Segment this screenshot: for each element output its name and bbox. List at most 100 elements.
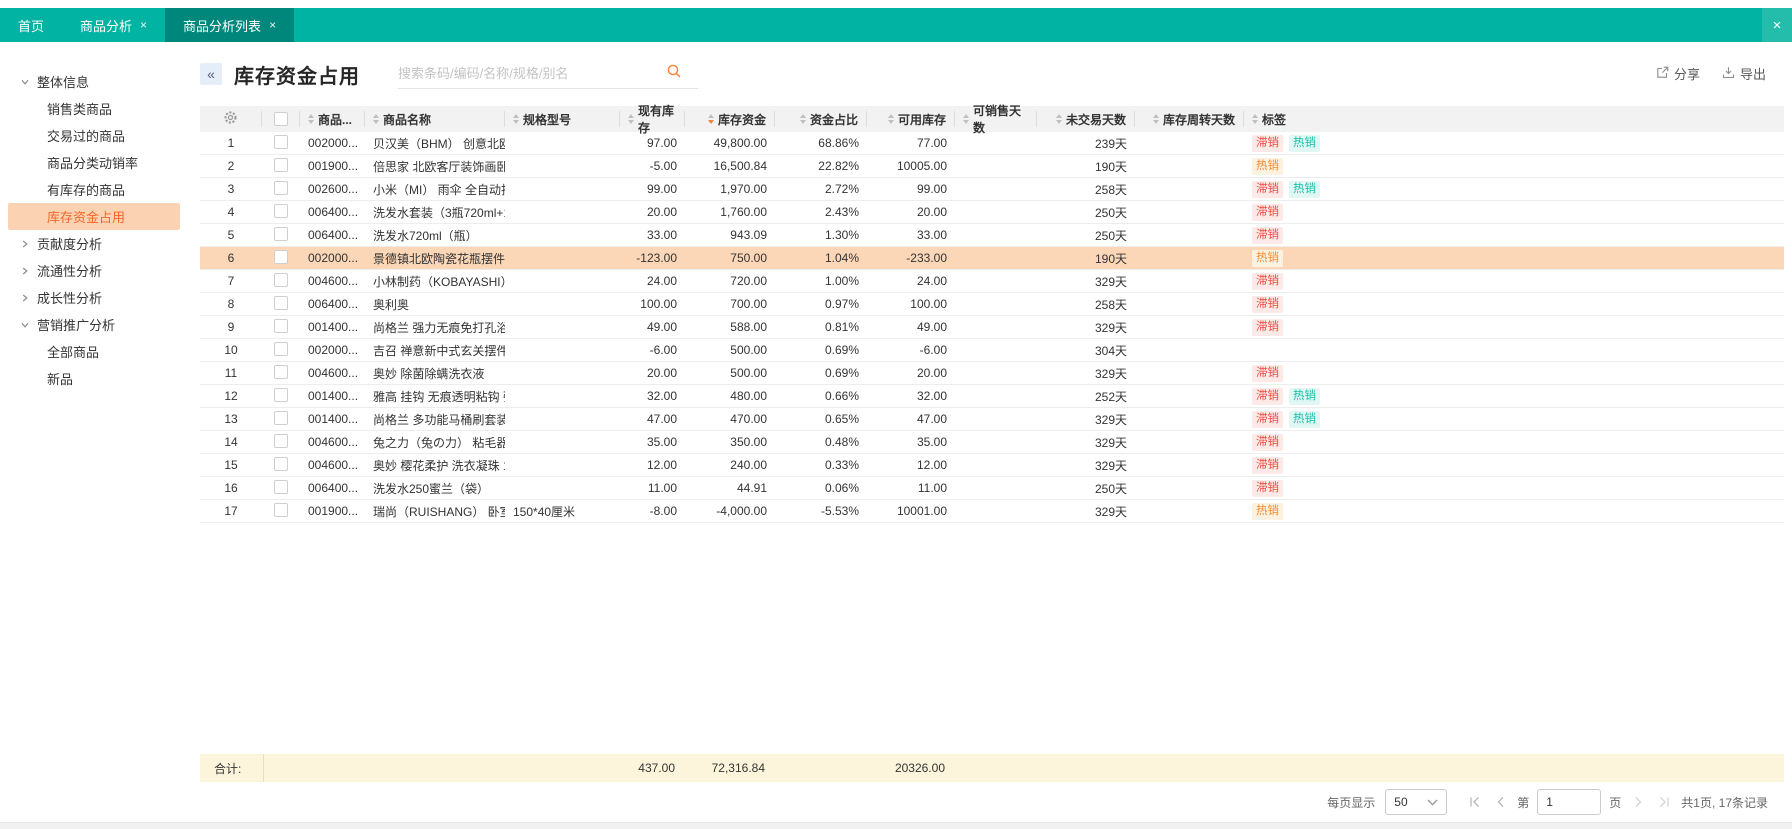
share-button[interactable]: 分享 [1656, 64, 1700, 83]
search-icon[interactable] [666, 63, 682, 84]
prev-page-icon[interactable] [1491, 796, 1509, 808]
column-header-code[interactable]: 商品... [300, 111, 365, 127]
tag-badge: 热销 [1289, 410, 1320, 428]
chevron-down-icon[interactable] [20, 320, 30, 330]
table-row[interactable]: 5 006400... 洗发水720ml（瓶） 33.00 943.09 1.30% 33.… [200, 224, 1784, 247]
sidebar-item[interactable]: 新品 [8, 365, 192, 392]
next-page-icon[interactable] [1629, 796, 1647, 808]
column-header-spec[interactable]: 规格型号 [505, 111, 620, 127]
row-checkbox[interactable] [274, 456, 288, 471]
sidebar-item[interactable]: 有库存的商品 [8, 176, 192, 203]
row-checkbox[interactable] [274, 134, 288, 149]
chevron-right-icon[interactable] [20, 293, 30, 303]
table-row[interactable]: 12 001400... 雅高 挂钩 无痕透明粘钩 强 32.00 480.00 0.66… [200, 385, 1784, 408]
sidebar-item[interactable]: 贡献度分析 [8, 230, 192, 257]
column-header-name[interactable]: 商品名称 [365, 111, 505, 127]
table-row[interactable]: 16 006400... 洗发水250蜜兰（袋） 11.00 44.91 0.06% 11.… [200, 477, 1784, 500]
stock-qty: 35.00 [646, 435, 677, 449]
sidebar-item[interactable]: 销售类商品 [8, 95, 192, 122]
row-checkbox[interactable] [274, 295, 288, 310]
sort-icon[interactable] [373, 114, 379, 124]
per-page-select[interactable]: 50 [1385, 789, 1448, 815]
row-checkbox[interactable] [274, 180, 288, 195]
sort-icon[interactable] [308, 114, 314, 124]
table-row[interactable]: 1 002000... 贝汉美（BHM） 创意北欧客 97.00 49,800.00 68… [200, 132, 1784, 155]
column-header-qty[interactable]: 现有库存 [620, 104, 685, 135]
row-checkbox[interactable] [274, 433, 288, 448]
table-row[interactable]: 10 002000... 吉召 禅意新中式玄关摆件客 -6.00 500.00 0.69%… [200, 339, 1784, 362]
column-header-num[interactable] [200, 111, 262, 127]
sidebar-item[interactable]: 整体信息 [8, 68, 192, 95]
row-checkbox[interactable] [274, 318, 288, 333]
search-input[interactable] [398, 66, 666, 81]
row-checkbox[interactable] [274, 387, 288, 402]
row-checkbox[interactable] [274, 157, 288, 172]
table-row[interactable]: 2 001900... 倍思家 北欧客厅装饰画卧室 -5.00 16,500.84 22.… [200, 155, 1784, 178]
table-row[interactable]: 17 001900... 瑞尚（RUISHANG） 卧室地 150*40厘米 -8.00… [200, 500, 1784, 523]
column-header-no_trade_days[interactable]: 未交易天数 [1037, 111, 1135, 127]
table-row[interactable]: 13 001400... 尚格兰 多功能马桶刷套装 带 47.00 470.00 0.65… [200, 408, 1784, 431]
column-header-ratio[interactable]: 资金占比 [775, 111, 867, 127]
column-header-tags[interactable]: 标签 [1244, 111, 1784, 127]
chevron-right-icon[interactable] [20, 266, 30, 276]
sidebar-collapse-button[interactable]: « [200, 63, 222, 85]
table-row[interactable]: 6 002000... 景德镇北欧陶瓷花瓶摆件 仿 -123.00 750.00 1.04… [200, 247, 1784, 270]
export-button[interactable]: 导出 [1722, 64, 1766, 83]
sidebar-item[interactable]: 流通性分析 [8, 257, 192, 284]
sort-icon[interactable] [628, 114, 634, 124]
sidebar-item[interactable]: 成长性分析 [8, 284, 192, 311]
sort-icon[interactable] [1252, 114, 1258, 124]
row-checkbox[interactable] [274, 502, 288, 517]
tab-close-icon[interactable]: × [140, 18, 148, 32]
stock-fund: 700.00 [730, 297, 767, 311]
chevron-right-icon[interactable] [20, 239, 30, 249]
row-checkbox[interactable] [274, 249, 288, 264]
row-checkbox[interactable] [274, 203, 288, 218]
tab-product-analysis-list[interactable]: 商品分析列表 × [165, 8, 295, 42]
table-row[interactable]: 15 004600... 奥妙 樱花柔护 洗衣凝珠 10 12.00 240.00 0.3… [200, 454, 1784, 477]
product-name: 贝汉美（BHM） 创意北欧客 [373, 136, 505, 151]
tab-close-icon[interactable]: × [269, 18, 277, 32]
table-row[interactable]: 7 004600... 小林制药（KOBAYASHI） 日 24.00 720.00 1.… [200, 270, 1784, 293]
table-row[interactable]: 9 001400... 尚格兰 强力无痕免打孔浴室 49.00 588.00 0.81% 4… [200, 316, 1784, 339]
tab-home[interactable]: 首页 [0, 8, 62, 42]
window-close-button[interactable]: × [1762, 8, 1792, 42]
sort-icon[interactable] [1055, 114, 1062, 124]
sort-icon[interactable] [707, 114, 714, 124]
row-checkbox[interactable] [274, 226, 288, 241]
sidebar-item[interactable]: 库存资金占用 [8, 203, 180, 230]
row-checkbox[interactable] [274, 364, 288, 379]
sidebar-item[interactable]: 交易过的商品 [8, 122, 192, 149]
row-checkbox[interactable] [274, 479, 288, 494]
column-header-turnover_days[interactable]: 库存周转天数 [1135, 111, 1244, 127]
gear-icon[interactable] [223, 110, 238, 128]
table-row[interactable]: 3 002600... 小米（MI） 雨伞 全自动折叠 99.00 1,970.00 2.… [200, 178, 1784, 201]
chevron-down-icon[interactable] [20, 77, 30, 87]
sidebar-item[interactable]: 全部商品 [8, 338, 192, 365]
sort-icon[interactable] [799, 114, 806, 124]
sort-icon[interactable] [963, 114, 969, 124]
table-row[interactable]: 8 006400... 奥利奥 100.00 700.00 0.97% 100.00 258天… [200, 293, 1784, 316]
tab-product-analysis[interactable]: 商品分析 × [62, 8, 165, 42]
table-row[interactable]: 11 004600... 奥妙 除菌除螨洗衣液 20.00 500.00 0.69% 20.… [200, 362, 1784, 385]
stock-fund: 1,760.00 [720, 205, 767, 219]
column-header-fund[interactable]: 库存资金 [685, 111, 775, 127]
row-checkbox[interactable] [274, 272, 288, 287]
row-checkbox[interactable] [274, 410, 288, 425]
column-header-sell_days[interactable]: 可销售天数 [955, 104, 1037, 135]
last-page-icon[interactable] [1655, 796, 1673, 808]
sidebar-item[interactable]: 营销推广分析 [8, 311, 192, 338]
sidebar-item[interactable]: 商品分类动销率 [8, 149, 192, 176]
table-row[interactable]: 4 006400... 洗发水套装（3瓶720ml+1瓶 20.00 1,760.00 2… [200, 201, 1784, 224]
page-number-input[interactable] [1537, 789, 1602, 815]
sort-icon[interactable] [887, 114, 894, 124]
first-page-icon[interactable] [1465, 796, 1483, 808]
no-trade-days: 258天 [1094, 182, 1127, 197]
column-header-avail[interactable]: 可用库存 [867, 111, 955, 127]
table-row[interactable]: 14 004600... 兔之力（兔の力） 粘毛器粘 35.00 350.00 0.48%… [200, 431, 1784, 454]
sort-icon[interactable] [513, 114, 519, 124]
sort-icon[interactable] [1152, 114, 1159, 124]
column-header-check[interactable] [262, 111, 300, 127]
row-checkbox[interactable] [274, 341, 288, 356]
select-all-checkbox[interactable] [273, 112, 288, 126]
